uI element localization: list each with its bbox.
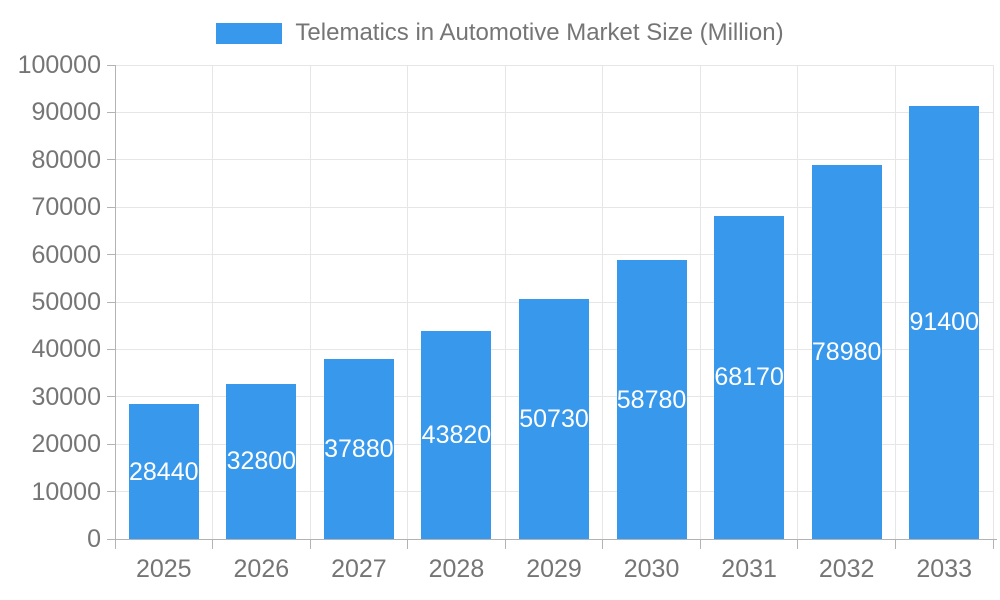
x-gridline	[797, 65, 799, 539]
y-gridline	[115, 159, 993, 161]
bar-2025[interactable]	[128, 404, 199, 539]
bar-2027[interactable]	[323, 359, 394, 539]
x-tick-label: 2031	[721, 555, 777, 583]
y-axis-tick	[107, 64, 115, 66]
y-axis-tick	[107, 491, 115, 493]
y-axis-tick	[107, 254, 115, 256]
bar-2030[interactable]	[616, 260, 687, 539]
y-tick-label: 90000	[31, 98, 101, 127]
x-tick-label: 2026	[233, 555, 290, 583]
x-gridline	[309, 65, 311, 539]
bar-2029[interactable]	[519, 298, 589, 539]
bar-2033[interactable]	[909, 105, 980, 539]
y-tick-label: 70000	[31, 193, 101, 222]
x-tick-label: 2025	[135, 555, 192, 583]
x-axis-tick	[309, 539, 311, 549]
x-tick-label: 2029	[526, 555, 582, 583]
y-axis-tick	[107, 443, 115, 445]
y-axis-line	[114, 65, 116, 549]
y-axis-tick	[107, 206, 115, 208]
y-gridline	[115, 64, 993, 66]
chart-legend[interactable]: Telematics in Automotive Market Size (Mi…	[0, 20, 1000, 46]
y-axis-tick	[107, 396, 115, 398]
y-tick-label: 100000	[17, 51, 101, 79]
x-tick-label: 2033	[916, 555, 973, 583]
x-axis-tick	[212, 539, 214, 549]
y-gridline	[115, 254, 993, 256]
y-tick-label: 80000	[31, 145, 101, 174]
x-gridline	[602, 65, 604, 539]
x-axis-tick	[407, 539, 409, 549]
y-tick-label: 30000	[31, 382, 101, 411]
x-tick-label: 2032	[818, 555, 875, 583]
y-tick-label: 60000	[31, 240, 101, 269]
bar-2032[interactable]	[811, 164, 882, 539]
x-tick-label: 2030	[623, 555, 680, 583]
bar-2026[interactable]	[226, 383, 297, 539]
y-gridline	[115, 206, 993, 208]
x-axis-tick	[699, 539, 701, 549]
y-axis-tick	[107, 301, 115, 303]
x-axis-tick	[992, 539, 994, 549]
y-tick-label: 50000	[31, 288, 101, 316]
y-tick-label: 10000	[31, 477, 101, 506]
y-tick-label: 0	[87, 525, 101, 553]
x-axis-tick	[602, 539, 604, 549]
y-tick-label: 20000	[31, 430, 101, 459]
bar-2028[interactable]	[421, 331, 492, 539]
x-axis-line	[107, 538, 997, 540]
legend-label: Telematics in Automotive Market Size (Mi…	[295, 19, 784, 46]
x-axis-tick	[894, 539, 896, 549]
x-gridline	[407, 65, 409, 539]
x-gridline	[894, 65, 896, 539]
legend-swatch-icon	[216, 22, 283, 44]
x-gridline	[699, 65, 701, 539]
x-gridline	[212, 65, 214, 539]
y-axis-tick	[107, 111, 115, 113]
y-gridline	[115, 111, 993, 113]
x-tick-label: 2028	[428, 555, 485, 583]
y-tick-label: 40000	[31, 335, 101, 364]
y-axis-tick	[107, 348, 115, 350]
x-axis-tick	[797, 539, 799, 549]
x-axis-tick	[504, 539, 506, 549]
x-tick-label: 2027	[331, 555, 387, 583]
x-gridline	[992, 65, 994, 539]
bar-2031[interactable]	[714, 215, 785, 539]
x-gridline	[504, 65, 506, 539]
y-axis-tick	[107, 159, 115, 161]
